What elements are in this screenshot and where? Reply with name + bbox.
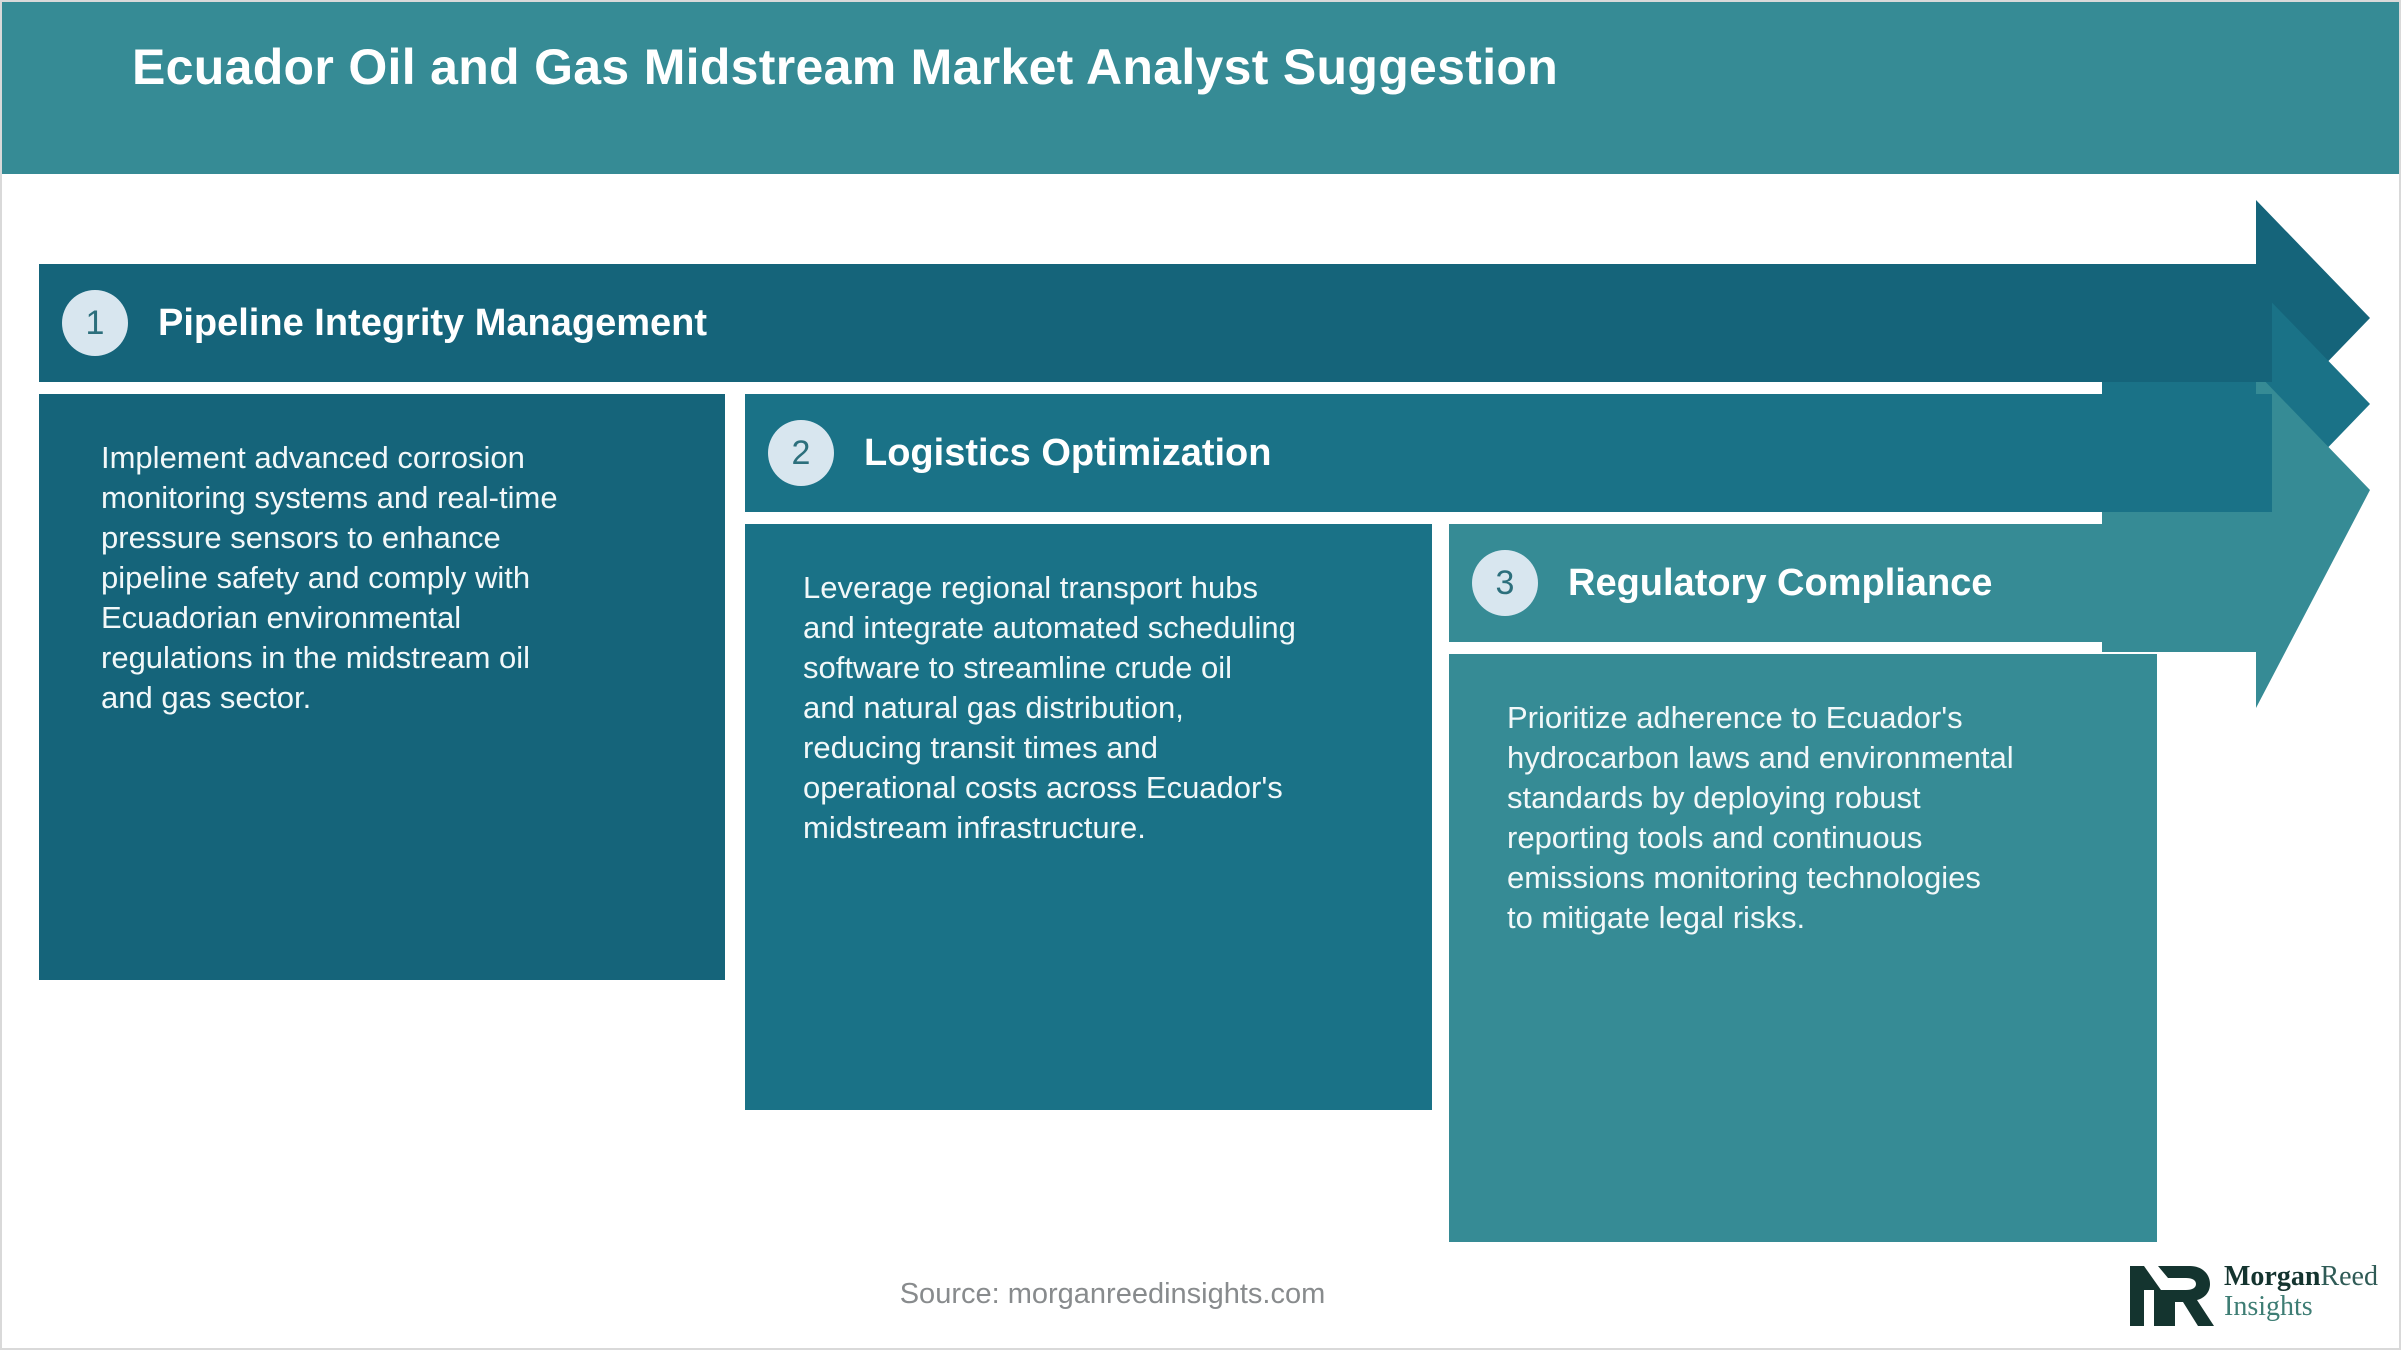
logo-wordmark: MorganReed Insights [2224, 1262, 2378, 1322]
step-banner-3[interactable]: 3 Regulatory Compliance [1449, 524, 2272, 642]
logo-word-morgan: Morgan [2224, 1261, 2321, 1292]
step-badge-2: 2 [768, 420, 834, 486]
brand-logo: MorganReed Insights [2128, 1260, 2378, 1332]
source-note: Source: morganreedinsights.com [2, 1278, 2399, 1311]
page-title: Ecuador Oil and Gas Midstream Market Ana… [132, 39, 1559, 95]
step-card-1: Implement advanced corrosion monitoring … [39, 394, 725, 980]
step-banner-1[interactable]: 1 Pipeline Integrity Management [39, 264, 2272, 382]
step-badge-1: 1 [62, 290, 128, 356]
logo-word-insights: Insights [2224, 1291, 2313, 1322]
step-body-2: Leverage regional transport hubs and int… [803, 570, 1296, 845]
logo-line-1: MorganReed [2224, 1262, 2378, 1292]
step-card-3: Prioritize adherence to Ecuador's hydroc… [1449, 654, 2157, 1242]
step-title-2: Logistics Optimization [864, 431, 1272, 474]
step-body-3: Prioritize adherence to Ecuador's hydroc… [1507, 700, 2014, 935]
step-title-3: Regulatory Compliance [1568, 561, 1993, 604]
mr-monogram-icon [2130, 1266, 2214, 1326]
step-badge-3: 3 [1472, 550, 1538, 616]
step-number-1: 1 [85, 303, 105, 342]
step-card-2: Leverage regional transport hubs and int… [745, 524, 1432, 1110]
step-title-1: Pipeline Integrity Management [158, 301, 707, 344]
step-number-3: 3 [1495, 563, 1515, 602]
step-body-1: Implement advanced corrosion monitoring … [101, 440, 558, 715]
step-banner-2[interactable]: 2 Logistics Optimization [745, 394, 2272, 512]
header-band: Ecuador Oil and Gas Midstream Market Ana… [2, 2, 2399, 174]
source-text: Source: morganreedinsights.com [899, 1278, 1326, 1310]
step-number-2: 2 [791, 433, 811, 472]
logo-word-reed: Reed [2320, 1261, 2378, 1292]
